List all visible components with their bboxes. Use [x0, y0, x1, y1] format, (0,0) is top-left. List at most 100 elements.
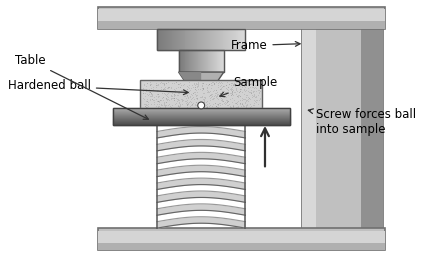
Point — [207, 81, 214, 85]
Point — [217, 84, 224, 88]
Point — [213, 80, 220, 84]
Point — [240, 84, 247, 88]
Point — [197, 100, 204, 105]
Point — [230, 82, 237, 86]
Bar — [176, 29, 178, 50]
Bar — [171, 29, 172, 50]
Bar — [219, 29, 220, 50]
Point — [215, 81, 222, 85]
Point — [200, 100, 207, 104]
Point — [158, 96, 165, 100]
Point — [210, 88, 217, 92]
Point — [170, 93, 177, 97]
Point — [157, 98, 164, 102]
Point — [153, 104, 160, 108]
Point — [144, 103, 151, 107]
Bar — [202, 50, 203, 72]
Point — [180, 82, 187, 87]
Point — [185, 100, 192, 104]
Point — [174, 91, 181, 95]
Point — [194, 96, 201, 100]
Point — [154, 99, 161, 103]
Point — [147, 91, 154, 95]
Point — [193, 100, 200, 105]
Point — [228, 105, 235, 109]
Point — [215, 103, 222, 107]
Point — [244, 95, 251, 99]
Point — [161, 103, 168, 107]
Point — [162, 89, 169, 93]
Point — [141, 102, 148, 106]
Point — [161, 103, 168, 107]
Point — [217, 95, 224, 99]
Point — [202, 96, 209, 100]
Point — [217, 87, 224, 91]
Point — [177, 103, 184, 107]
Point — [225, 103, 232, 107]
Point — [143, 103, 150, 107]
Point — [173, 80, 180, 84]
Point — [201, 95, 208, 99]
Point — [234, 100, 241, 104]
Point — [166, 98, 173, 102]
Point — [186, 99, 193, 103]
Point — [214, 85, 221, 89]
Point — [234, 93, 241, 97]
Point — [183, 103, 190, 107]
Point — [213, 105, 220, 109]
Point — [229, 92, 236, 96]
Point — [205, 82, 213, 86]
Point — [237, 89, 244, 94]
Point — [242, 101, 249, 105]
Bar — [182, 50, 183, 72]
Point — [190, 81, 197, 85]
Point — [199, 101, 206, 105]
Polygon shape — [179, 72, 224, 105]
Point — [143, 89, 150, 93]
Point — [191, 83, 198, 87]
Point — [147, 90, 154, 94]
Bar — [183, 29, 184, 50]
Point — [185, 86, 192, 90]
Point — [150, 100, 157, 104]
Point — [164, 85, 171, 89]
Point — [148, 102, 155, 106]
Point — [194, 81, 202, 85]
Point — [147, 97, 154, 101]
Point — [215, 92, 222, 96]
Point — [225, 81, 232, 86]
Bar — [212, 50, 213, 72]
Point — [162, 103, 169, 107]
Bar — [212, 29, 213, 50]
Point — [179, 87, 186, 91]
Point — [150, 85, 157, 89]
Point — [230, 98, 237, 102]
Bar — [189, 29, 191, 50]
Bar — [168, 29, 169, 50]
Point — [176, 89, 183, 93]
Point — [200, 98, 207, 102]
Point — [199, 86, 206, 90]
Point — [223, 100, 230, 104]
Bar — [113, 119, 290, 120]
Bar — [200, 29, 201, 50]
Bar — [244, 29, 246, 50]
Bar — [113, 108, 290, 109]
Point — [146, 90, 153, 94]
Bar — [98, 9, 385, 21]
Point — [215, 100, 222, 105]
Bar — [234, 29, 235, 50]
Point — [162, 95, 169, 99]
Point — [236, 102, 243, 106]
Point — [223, 84, 230, 88]
Point — [248, 85, 255, 89]
Point — [252, 82, 259, 87]
Point — [241, 81, 248, 86]
Point — [203, 82, 210, 86]
Point — [219, 89, 226, 93]
Point — [247, 105, 254, 109]
Point — [181, 94, 188, 98]
Point — [211, 81, 218, 85]
Point — [206, 96, 213, 100]
Point — [167, 86, 174, 90]
